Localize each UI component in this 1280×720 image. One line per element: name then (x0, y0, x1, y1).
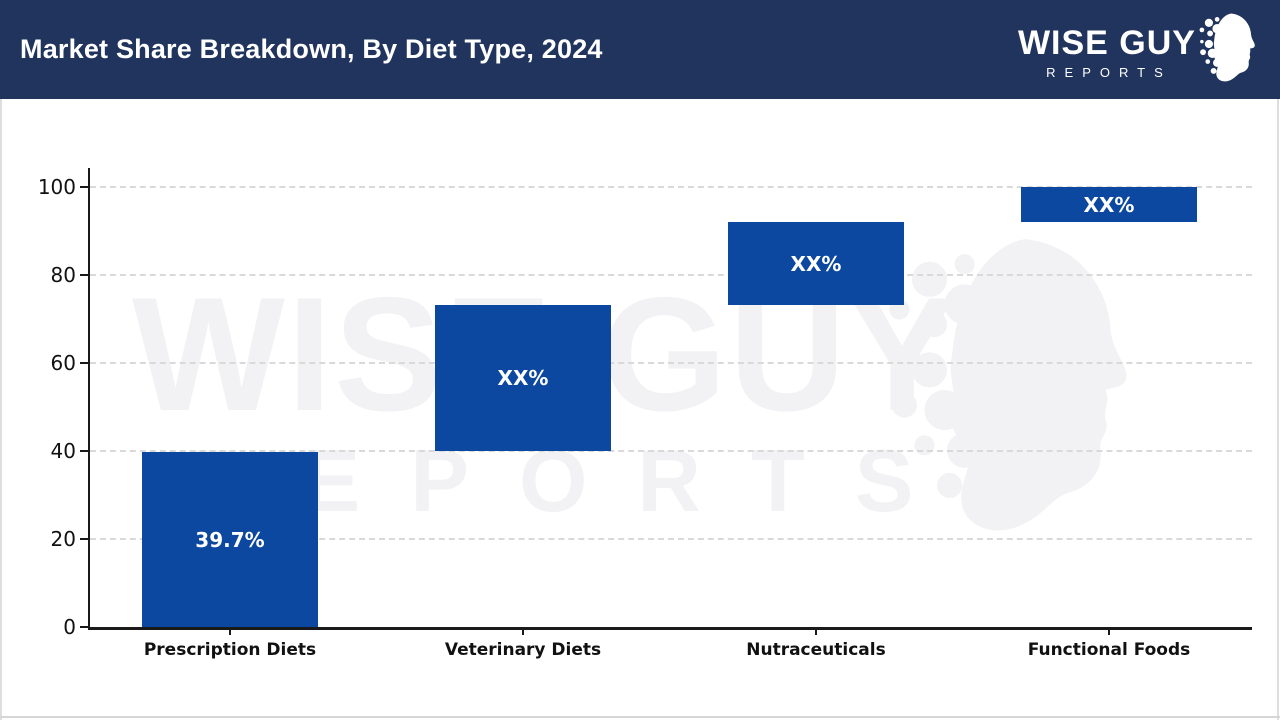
brand-name: WISE GUY (1017, 24, 1196, 62)
y-gridline (90, 274, 1252, 276)
brand-logo-text: WISE GUY REPORTS (1018, 24, 1196, 80)
y-tick-mark (80, 626, 88, 628)
bottom-border (0, 716, 1280, 718)
y-tick-mark (80, 450, 88, 452)
y-gridline (90, 538, 1252, 540)
y-tick-label: 0 (63, 615, 76, 639)
x-tick-mark (229, 627, 231, 635)
brand-logo: WISE GUY REPORTS (1016, 8, 1266, 92)
x-tick-label: Nutraceuticals (746, 640, 886, 660)
x-tick-mark (815, 627, 817, 635)
y-tick-mark (80, 274, 88, 276)
y-tick-label: 80 (50, 263, 76, 287)
bar-prescription-diets: 39.7% (142, 452, 318, 627)
y-gridline (90, 450, 1252, 452)
y-gridline (90, 186, 1252, 188)
bar-value-label: 39.7% (195, 527, 265, 552)
left-border (0, 99, 2, 720)
y-gridline (90, 362, 1252, 364)
bar-functional-foods: XX% (1021, 187, 1197, 223)
x-tick-label: Prescription Diets (143, 640, 317, 660)
bar-nutraceuticals: XX% (728, 222, 904, 305)
y-tick-mark (80, 362, 88, 364)
x-tick-mark (1108, 627, 1110, 635)
page-title: Market Share Breakdown, By Diet Type, 20… (20, 34, 603, 64)
bar-value-label: XX% (790, 251, 842, 276)
x-axis-line (88, 627, 1252, 630)
y-axis-line (88, 168, 90, 630)
wiseguy-face-icon (1190, 10, 1270, 92)
y-tick-label: 100 (37, 175, 76, 199)
header-bar: Market Share Breakdown, By Diet Type, 20… (0, 0, 1280, 99)
bar-value-label: XX% (1083, 192, 1135, 217)
right-border (1277, 99, 1279, 720)
y-tick-mark (80, 186, 88, 188)
bar-veterinary-diets: XX% (435, 304, 611, 451)
y-tick-mark (80, 538, 88, 540)
y-tick-label: 40 (50, 439, 76, 463)
x-tick-label: Veterinary Diets (444, 640, 602, 660)
x-tick-label: Functional Foods (1027, 640, 1191, 660)
bar-value-label: XX% (497, 365, 549, 390)
y-tick-label: 20 (50, 527, 76, 551)
x-tick-mark (522, 627, 524, 635)
y-tick-label: 60 (50, 351, 76, 375)
brand-tagline: REPORTS (1046, 65, 1172, 80)
